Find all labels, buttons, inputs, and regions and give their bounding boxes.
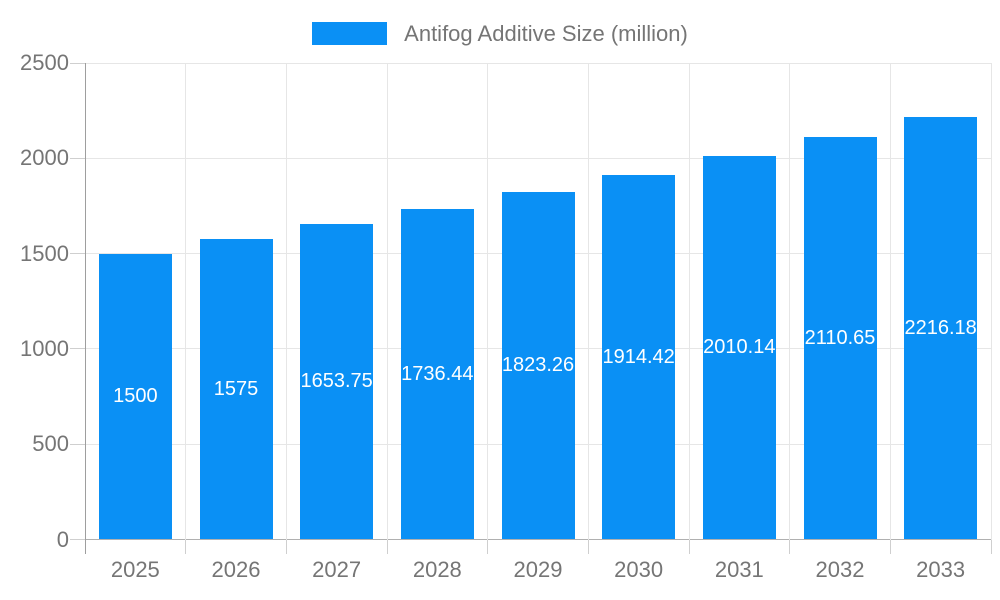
bar-value-label: 1575 (213, 377, 259, 400)
x-tick (990, 539, 992, 554)
x-axis-label: 2030 (614, 557, 664, 582)
bar-value-label: 1653.75 (300, 370, 373, 393)
x-tick (487, 539, 489, 554)
y-axis-label: 2500 (20, 50, 69, 75)
x-tick (587, 539, 589, 554)
x-axis-label: 2026 (211, 557, 261, 582)
x-gridline (386, 63, 388, 540)
y-tick (70, 62, 85, 64)
x-gridline (487, 63, 489, 540)
x-gridline (789, 63, 791, 540)
x-axis-label: 2031 (714, 557, 764, 582)
x-tick (688, 539, 690, 554)
bar-2027: 1653.75 (300, 224, 374, 540)
bar-value-label: 2010.14 (703, 336, 776, 359)
x-tick (889, 539, 891, 554)
bar-value-label: 2110.65 (804, 326, 876, 349)
bar-value-label: 1914.42 (602, 345, 675, 368)
x-axis-label: 2033 (916, 557, 966, 582)
y-tick (70, 443, 85, 445)
y-tick (70, 539, 85, 540)
y-gridline (85, 62, 991, 64)
x-gridline (990, 63, 992, 540)
bar-value-label: 1823.26 (501, 354, 575, 377)
bar-2032: 2110.65 (803, 137, 877, 540)
x-gridline (185, 63, 187, 540)
bar-2028: 1736.44 (400, 208, 474, 540)
x-gridline (889, 63, 891, 540)
y-tick (70, 253, 85, 255)
y-tick (70, 157, 85, 159)
x-axis-label: 2028 (412, 557, 462, 582)
y-axis-label: 0 (56, 526, 69, 552)
bar-value-label: 1736.44 (401, 362, 474, 385)
y-axis-label: 1000 (20, 335, 69, 361)
bar-value-label: 1500 (113, 385, 158, 408)
x-axis-label: 2029 (513, 557, 563, 582)
bar-2029: 1823.26 (501, 191, 575, 540)
bar-2030: 1914.42 (602, 174, 676, 540)
x-tick (789, 539, 791, 554)
y-axis-line (84, 63, 86, 554)
x-axis-label: 2032 (815, 557, 865, 582)
y-axis-label: 500 (32, 431, 69, 457)
y-tick (70, 348, 85, 350)
x-tick (185, 539, 187, 554)
bar-2031: 2010.14 (702, 156, 776, 540)
x-tick (386, 539, 388, 554)
y-gridline (85, 157, 991, 159)
x-tick (285, 539, 287, 554)
y-axis-label: 1500 (20, 240, 69, 266)
x-gridline (285, 63, 287, 540)
y-axis-label: 2000 (20, 145, 69, 171)
bar-2026: 1575 (199, 239, 273, 540)
y-gridline (85, 539, 991, 540)
x-gridline (587, 63, 589, 540)
bar-2025: 1500 (98, 253, 172, 540)
legend-swatch (312, 22, 388, 45)
x-axis-label: 2027 (312, 557, 362, 582)
x-gridline (688, 63, 690, 540)
legend-label: Antifog Additive Size (million) (404, 20, 688, 46)
bar-value-label: 2216.18 (904, 316, 977, 339)
legend: Antifog Additive Size (million) (0, 21, 1000, 46)
x-axis-label: 2025 (110, 557, 160, 582)
bar-2033: 2216.18 (904, 117, 978, 540)
